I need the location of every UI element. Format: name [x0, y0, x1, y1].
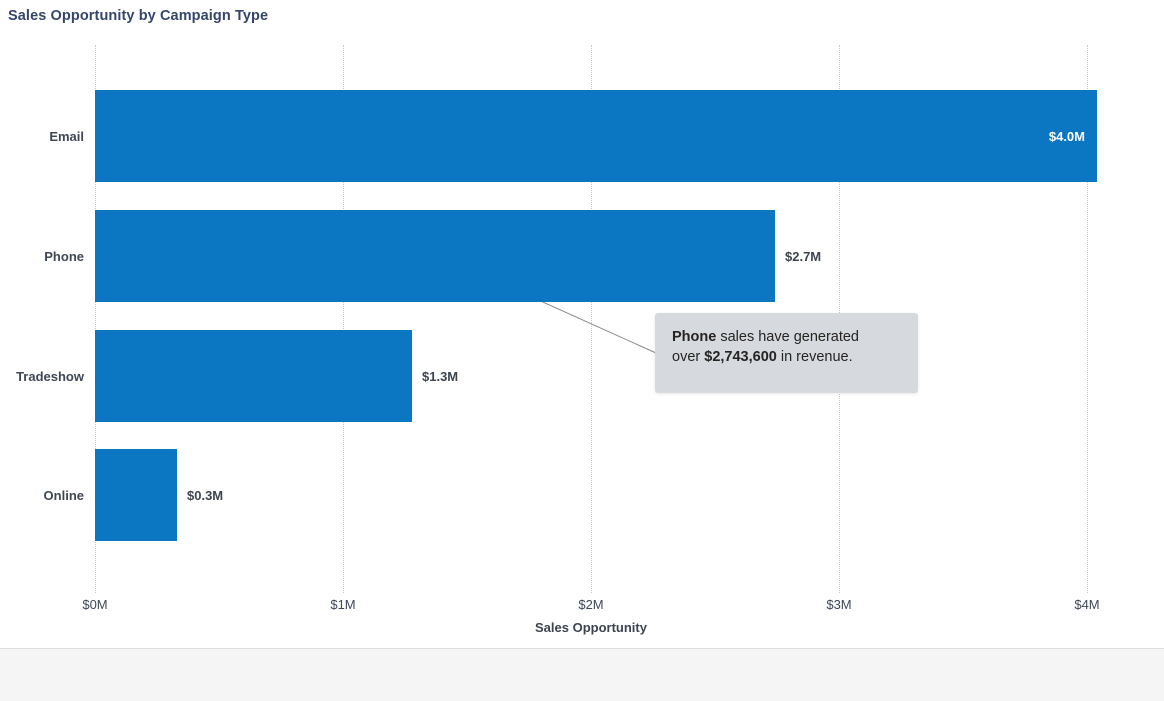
- bar-phone[interactable]: [95, 210, 775, 302]
- x-tick-label: $1M: [330, 597, 356, 612]
- tooltip-text: in revenue.: [776, 349, 853, 365]
- bar-email[interactable]: [95, 90, 1097, 182]
- status-bar: Artificial Intelligence Sample, Sales Op…: [0, 648, 1164, 701]
- gridline: [95, 45, 96, 593]
- x-tick-label: $4M: [1074, 597, 1100, 612]
- annotation-tooltip: Phone sales have generated over $2,743,6…: [655, 313, 918, 393]
- x-tick-label: $0M: [82, 597, 108, 612]
- chart-title: Sales Opportunity by Campaign Type: [8, 8, 269, 24]
- x-tick-label: $2M: [578, 597, 604, 612]
- x-tick-label: $3M: [826, 597, 852, 612]
- data-label-phone: $2.7M: [785, 248, 822, 264]
- bar-chart: Phone sales have generated over $2,743,6…: [16, 45, 1100, 612]
- category-label-tradeshow: Tradeshow: [16, 368, 84, 384]
- x-axis-title: Sales Opportunity: [535, 620, 647, 635]
- data-label-tradeshow: $1.3M: [422, 368, 459, 384]
- category-label-online: Online: [43, 487, 84, 503]
- tooltip-bold-category: Phone: [672, 329, 717, 345]
- bar-tradeshow[interactable]: [95, 330, 412, 422]
- bar-online[interactable]: [95, 449, 177, 541]
- tooltip-bold-value: $2,743,600: [704, 349, 777, 365]
- tooltip-text: over: [672, 349, 705, 365]
- category-label-email: Email: [49, 128, 84, 144]
- gridline: [343, 45, 344, 593]
- category-label-phone: Phone: [44, 248, 84, 264]
- data-label-online: $0.3M: [187, 487, 224, 503]
- gridline: [1087, 45, 1088, 593]
- data-label-email: $4.0M: [1048, 128, 1085, 144]
- tooltip-text: sales have generated: [716, 329, 859, 345]
